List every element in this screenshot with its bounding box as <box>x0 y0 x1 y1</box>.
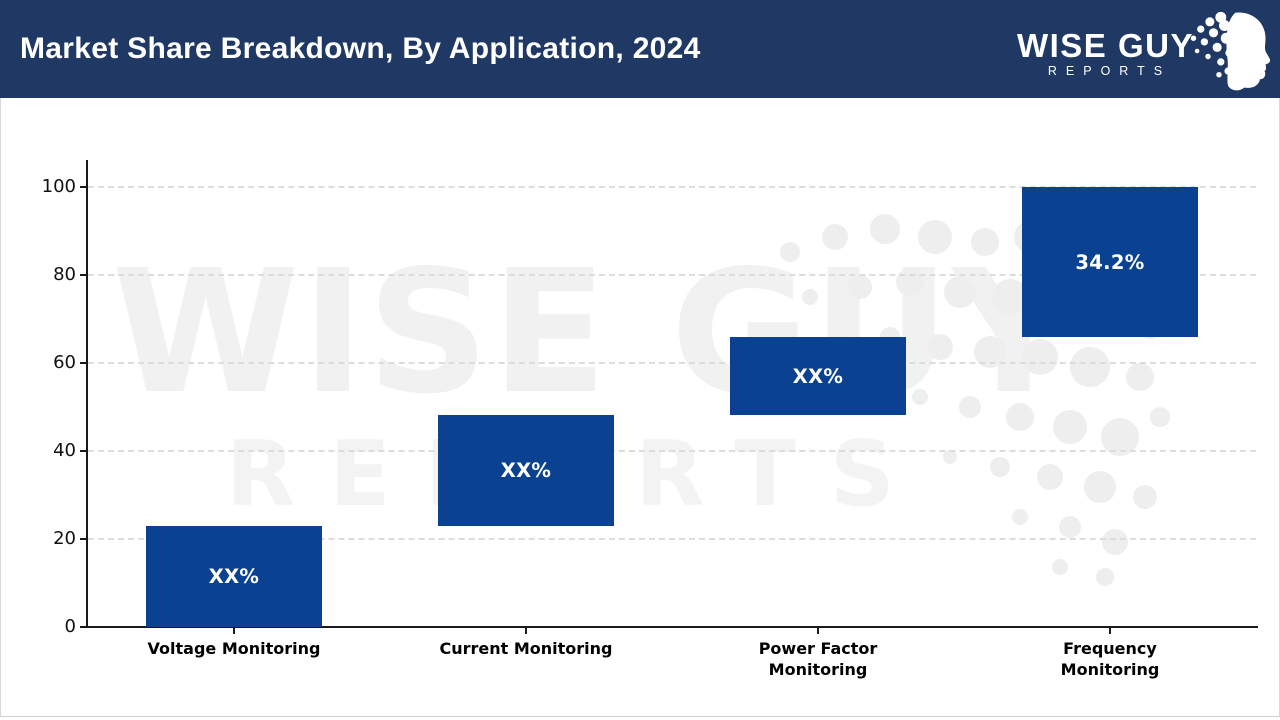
logo-tagline: REPORTS <box>1047 64 1172 79</box>
bar-power-factor-monitoring: XX% <box>730 337 906 415</box>
x-axis-line <box>86 626 1258 628</box>
y-tick-label-60: 60 <box>53 352 76 373</box>
y-tick-mark <box>80 538 87 540</box>
bar-frequency-monitoring: 34.2% <box>1022 187 1198 338</box>
bar-voltage-monitoring: XX% <box>146 525 322 627</box>
frame-left-border <box>0 98 1 717</box>
y-tick-mark <box>80 626 87 628</box>
x-tick-mark <box>233 628 235 634</box>
logo-brand: WISE GUY <box>1016 26 1194 64</box>
x-tick-mark <box>817 628 819 634</box>
x-category-label-frequency-monitoring: Frequency Monitoring <box>1060 639 1160 679</box>
bar-value-label: XX% <box>208 564 260 588</box>
gridline-80 <box>88 274 1256 276</box>
bar-current-monitoring: XX% <box>438 414 614 526</box>
bar-value-label: 34.2% <box>1075 250 1145 274</box>
gridline-20 <box>88 538 1256 540</box>
logo-text: WISE GUY REPORTS <box>1016 26 1194 79</box>
y-tick-label-0: 0 <box>64 616 76 637</box>
frame-bottom-border <box>0 716 1280 717</box>
wiseguy-face-icon <box>1188 8 1271 98</box>
y-tick-mark <box>80 362 87 364</box>
page-title: Market Share Breakdown, By Application, … <box>20 32 701 65</box>
gridline-60 <box>88 362 1256 364</box>
bar-value-label: XX% <box>792 364 844 388</box>
x-category-label-power-factor-monitoring: Power Factor Monitoring <box>758 639 878 679</box>
x-category-label-voltage-monitoring: Voltage Monitoring <box>147 639 321 658</box>
y-tick-label-80: 80 <box>53 264 76 285</box>
header-bar: Market Share Breakdown, By Application, … <box>0 0 1280 98</box>
gridline-40 <box>88 450 1256 452</box>
wiseguy-logo: WISE GUY REPORTS <box>1016 8 1271 98</box>
x-tick-mark <box>525 628 527 634</box>
gridline-100 <box>88 186 1256 188</box>
y-tick-label-100: 100 <box>41 176 76 197</box>
x-category-label-current-monitoring: Current Monitoring <box>439 639 613 658</box>
y-tick-mark <box>80 274 87 276</box>
y-tick-label-20: 20 <box>53 528 76 549</box>
bar-value-label: XX% <box>500 458 552 482</box>
x-tick-mark <box>1109 628 1111 634</box>
y-axis-line <box>86 160 88 628</box>
y-tick-label-40: 40 <box>53 440 76 461</box>
y-tick-mark <box>80 186 87 188</box>
y-tick-mark <box>80 450 87 452</box>
